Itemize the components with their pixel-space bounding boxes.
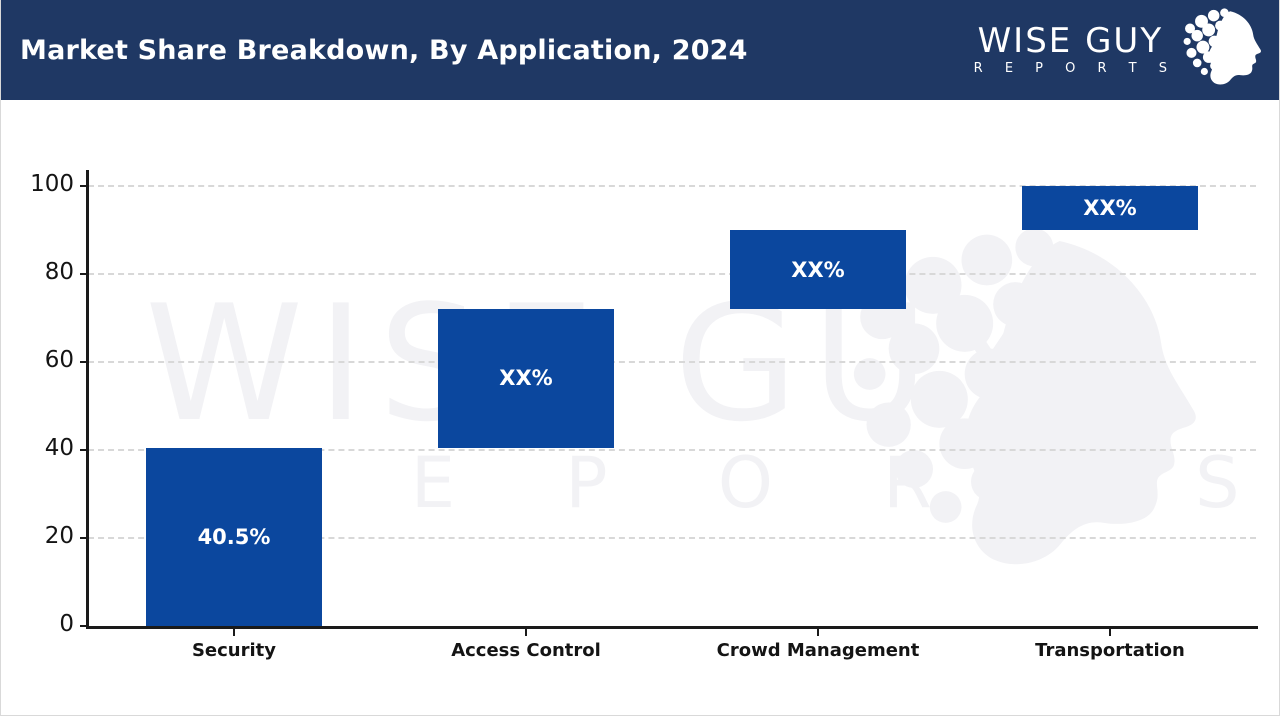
bar-value-label: XX% [499, 366, 553, 391]
page-title: Market Share Breakdown, By Application, … [20, 34, 748, 66]
gridline [88, 273, 1256, 275]
y-tick-label: 100 [30, 171, 74, 197]
x-tick-label: Transportation [1035, 640, 1185, 661]
x-tick-mark [525, 628, 527, 636]
gridline [88, 361, 1256, 363]
bar-transportation: XX% [1022, 186, 1198, 230]
x-tick-label: Security [191, 640, 277, 661]
y-tick-label: 0 [59, 611, 74, 637]
brand-subname: R E P O R T S [973, 61, 1176, 77]
y-tick-label: 40 [44, 435, 74, 461]
y-tick-mark [80, 273, 88, 275]
y-tick-label: 80 [44, 259, 74, 285]
y-tick-mark [80, 361, 88, 363]
y-tick-mark [80, 449, 88, 451]
y-tick-label: 20 [44, 523, 74, 549]
gridline [88, 537, 1256, 539]
gridline [88, 449, 1256, 451]
y-tick-mark [80, 625, 88, 627]
y-tick-mark [80, 185, 88, 187]
header-band: Market Share Breakdown, By Application, … [0, 0, 1280, 100]
x-tick-mark [1109, 628, 1111, 636]
y-tick-label: 60 [44, 347, 74, 373]
bar-access-control: XX% [438, 309, 614, 448]
brand-logo: WISE GUY R E P O R T S [965, 7, 1266, 93]
x-tick-mark [233, 628, 235, 636]
x-axis-spine [86, 626, 1258, 629]
bar-value-label: XX% [791, 257, 845, 282]
brand-logo-text: WISE GUY R E P O R T S [965, 20, 1176, 77]
brand-head-icon [1180, 7, 1266, 93]
x-tick-label: Crowd Management [716, 640, 920, 661]
y-axis-spine [86, 170, 89, 629]
gridline [88, 185, 1256, 187]
x-tick-mark [817, 628, 819, 636]
brand-name: WISE GUY [977, 20, 1164, 61]
x-tick-label: Access Control [451, 640, 601, 661]
y-tick-mark [80, 537, 88, 539]
bar-crowd-management: XX% [730, 230, 906, 310]
bar-security: 40.5% [146, 447, 322, 626]
bar-value-label: XX% [1083, 196, 1137, 220]
bar-value-label: 40.5% [197, 524, 271, 549]
